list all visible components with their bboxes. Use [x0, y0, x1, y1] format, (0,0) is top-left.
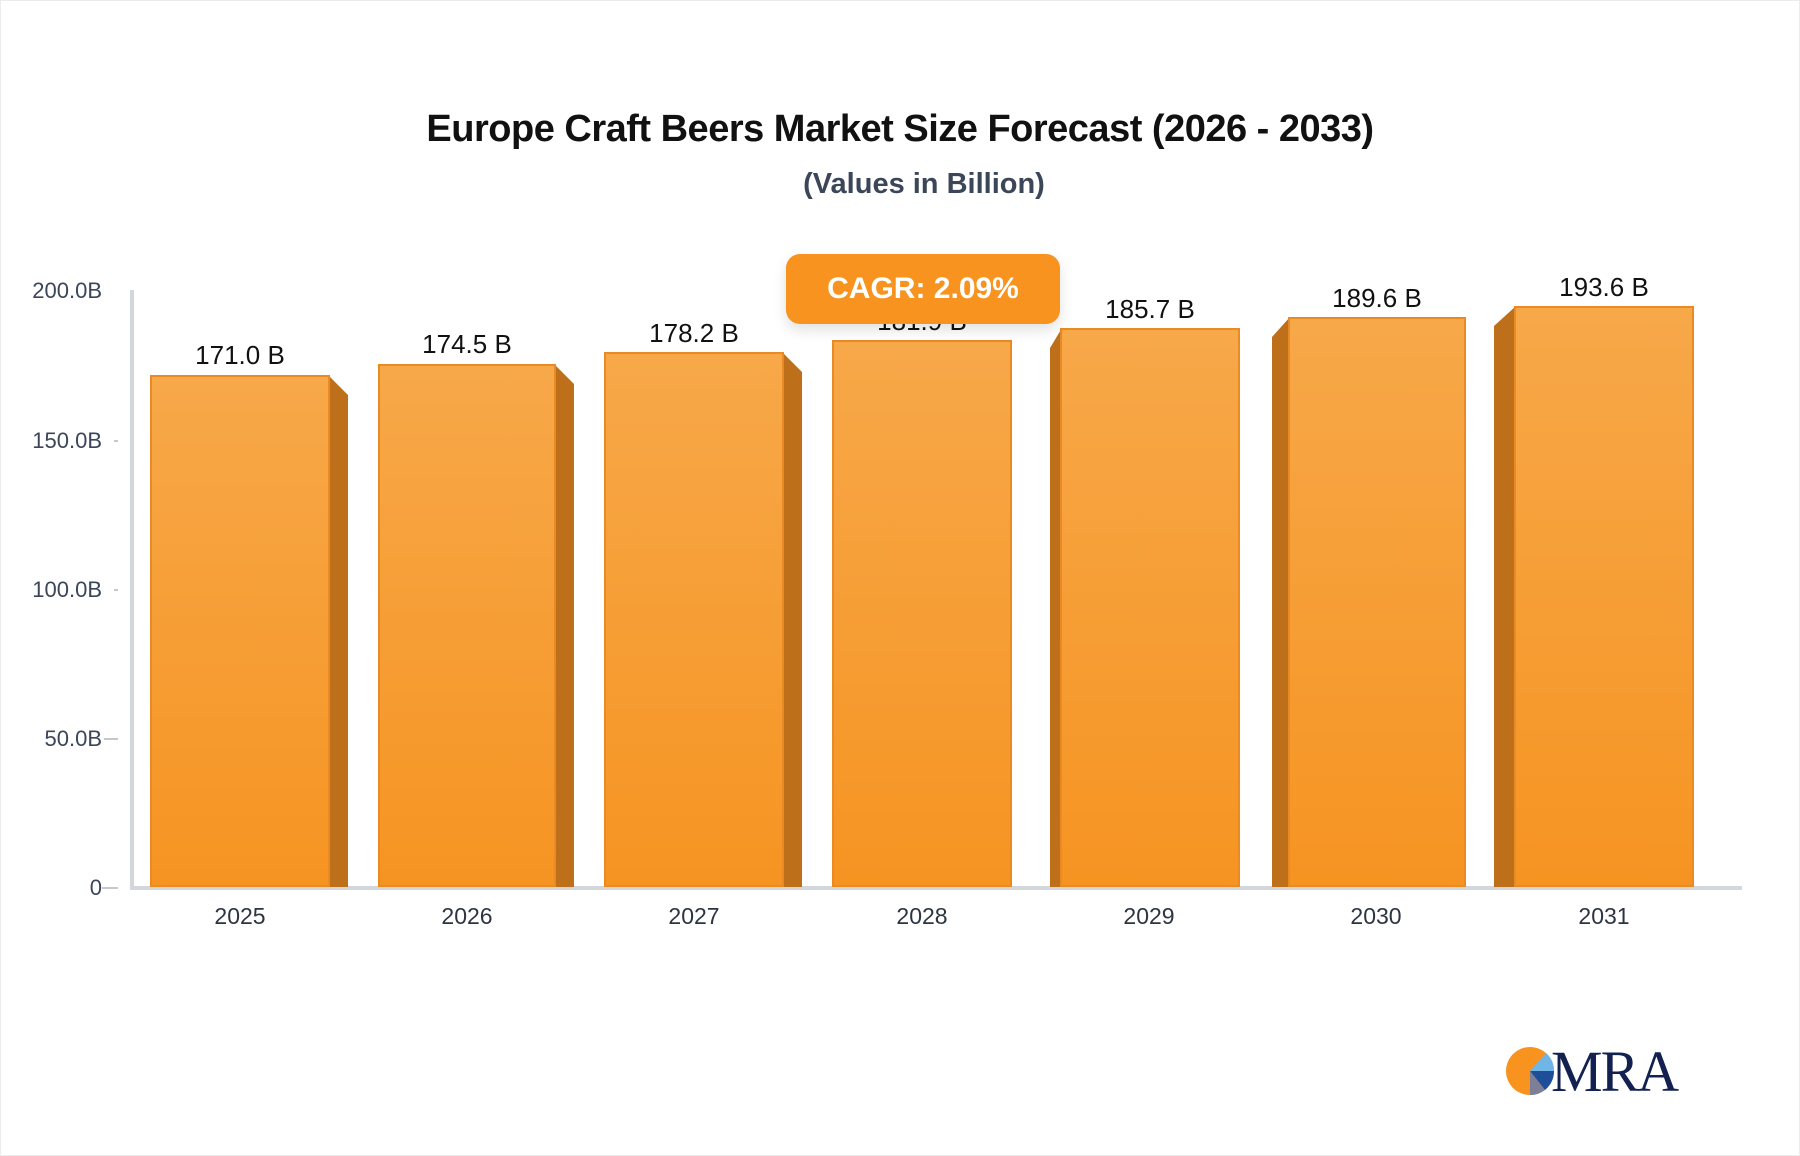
bar-value-label: 185.7 B [1105, 294, 1195, 324]
bar-2030[interactable] [1272, 317, 1466, 887]
bar-front [1288, 317, 1466, 887]
bar-value-label: 178.2 B [649, 318, 739, 348]
y-axis-line [130, 290, 134, 890]
bar-2025[interactable] [150, 375, 350, 887]
bar-value-label: 193.6 B [1559, 272, 1649, 302]
x-label-2026: 2026 [441, 903, 493, 929]
bar-value-label: 171.0 B [195, 340, 285, 370]
x-label-2029: 2029 [1123, 903, 1175, 929]
y-tick-mark [114, 440, 118, 442]
bar-side [554, 364, 574, 887]
x-label-2031: 2031 [1578, 903, 1630, 929]
bar-side [328, 375, 348, 887]
y-tick-150: 150.0B [32, 428, 102, 453]
bar-front [150, 375, 330, 887]
bar-front [832, 340, 1012, 887]
y-tick-100: 100.0B [32, 577, 102, 602]
bar-value-label: 174.5 B [422, 329, 512, 359]
bar-value-label: 189.6 B [1332, 283, 1422, 313]
bar-front [1514, 306, 1694, 887]
x-label-2028: 2028 [896, 903, 948, 929]
y-tick-mark [102, 887, 118, 889]
chart-title: Europe Craft Beers Market Size Forecast … [426, 108, 1374, 150]
bar-side [1272, 317, 1290, 887]
y-tick-200: 200.0B [32, 278, 102, 303]
y-tick-0: 0 [89, 875, 102, 900]
pie-logo-icon [1506, 1047, 1555, 1096]
cagr-badge: CAGR: 2.09% [786, 254, 1060, 324]
mra-logo: MRA [1505, 1039, 1695, 1104]
bar-2027[interactable] [604, 352, 804, 887]
chart-subtitle: (Values in Billion) [803, 168, 1045, 200]
bar-side [782, 352, 802, 887]
bar-side [1494, 306, 1516, 887]
bar-2026[interactable] [378, 364, 578, 887]
bar-front [378, 364, 556, 887]
y-tick-50: 50.0B [44, 726, 103, 751]
bar-front [1060, 328, 1240, 887]
y-tick-mark [114, 589, 118, 591]
bar-front [604, 352, 784, 887]
y-tick-mark [104, 738, 118, 740]
logo-text: MRA [1551, 1039, 1679, 1104]
bar-2028[interactable] [832, 340, 1012, 887]
x-label-2030: 2030 [1350, 903, 1402, 929]
bar-side [1050, 328, 1062, 887]
x-label-2027: 2027 [668, 903, 720, 929]
x-axis-line [130, 886, 1742, 890]
bar-2031[interactable] [1494, 306, 1694, 887]
x-label-2025: 2025 [214, 903, 266, 929]
bar-2029[interactable] [1050, 328, 1240, 887]
